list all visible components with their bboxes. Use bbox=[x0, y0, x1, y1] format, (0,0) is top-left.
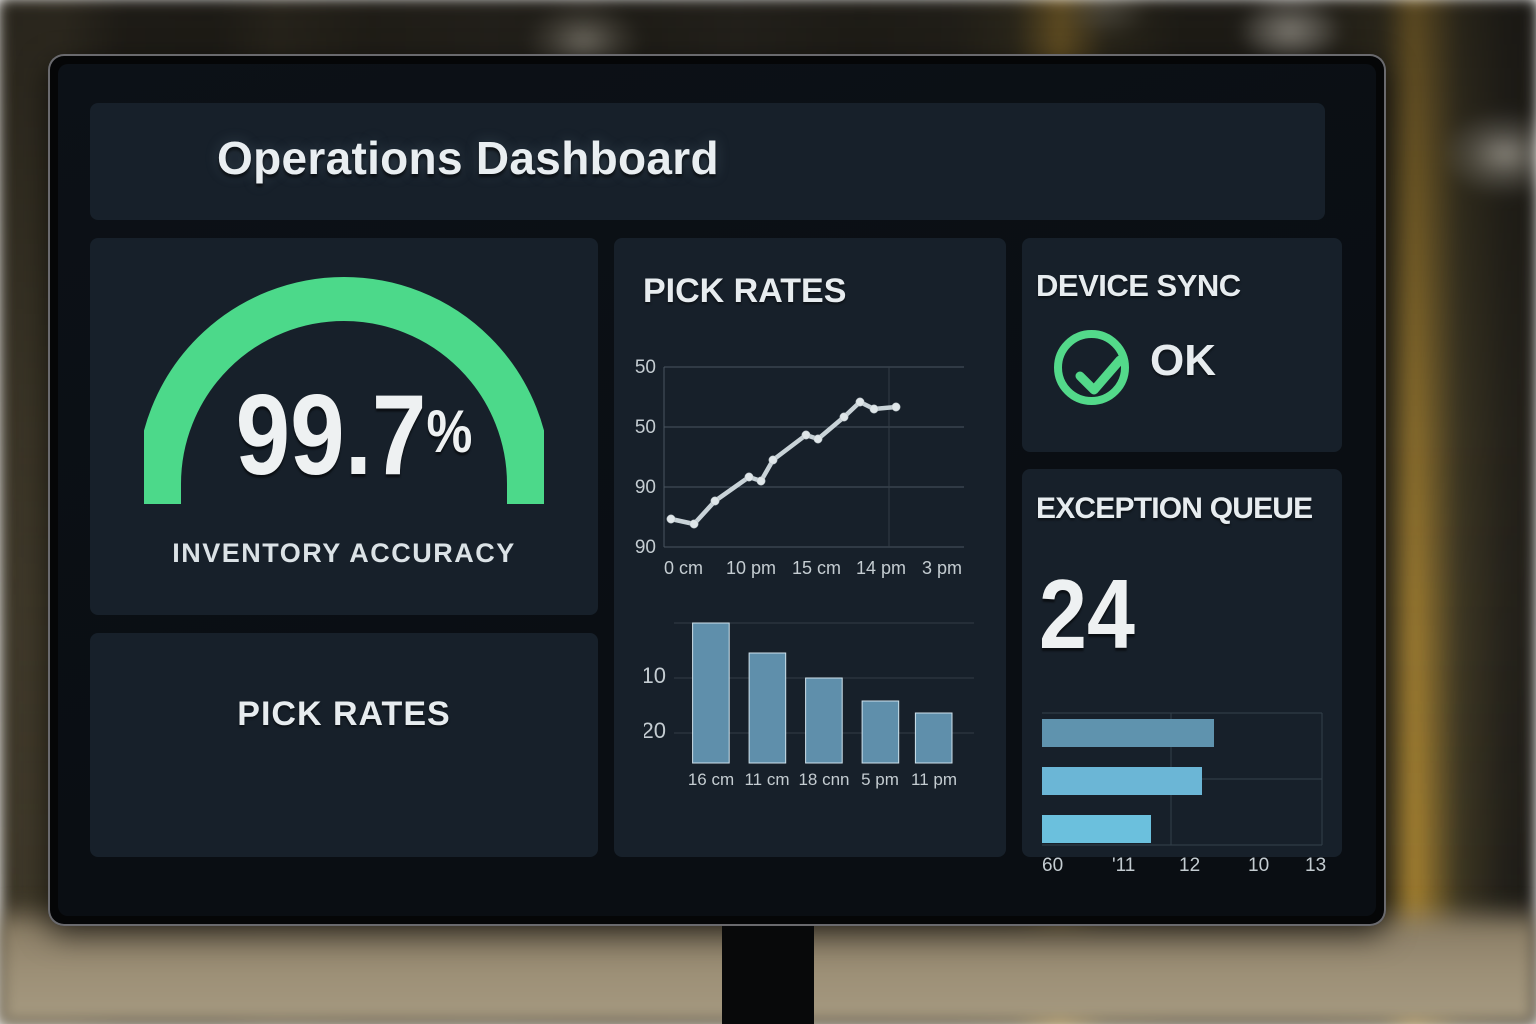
svg-text:20: 20 bbox=[644, 718, 666, 743]
svg-text:50: 50 bbox=[635, 417, 656, 438]
svg-text:10: 10 bbox=[1248, 855, 1269, 876]
svg-text:90: 90 bbox=[635, 537, 656, 558]
svg-text:11 pm: 11 pm bbox=[911, 770, 957, 789]
svg-text:'11: '11 bbox=[1112, 855, 1135, 876]
svg-text:15 cm: 15 cm bbox=[792, 558, 841, 578]
svg-text:11 cm: 11 cm bbox=[744, 770, 789, 789]
svg-text:12: 12 bbox=[1179, 855, 1200, 876]
svg-text:10 pm: 10 pm bbox=[726, 558, 776, 578]
svg-text:13: 13 bbox=[1305, 855, 1326, 876]
svg-text:10: 10 bbox=[644, 663, 666, 688]
svg-text:18 cnn: 18 cnn bbox=[798, 770, 849, 789]
svg-text:60: 60 bbox=[1042, 855, 1063, 876]
svg-text:14 pm: 14 pm bbox=[856, 558, 906, 578]
svg-text:0 cm: 0 cm bbox=[664, 558, 703, 578]
svg-text:5 pm: 5 pm bbox=[861, 770, 899, 789]
svg-text:3 pm: 3 pm bbox=[922, 558, 962, 578]
svg-text:90: 90 bbox=[635, 477, 656, 498]
svg-text:16 cm: 16 cm bbox=[688, 770, 734, 789]
svg-text:50: 50 bbox=[635, 359, 656, 378]
